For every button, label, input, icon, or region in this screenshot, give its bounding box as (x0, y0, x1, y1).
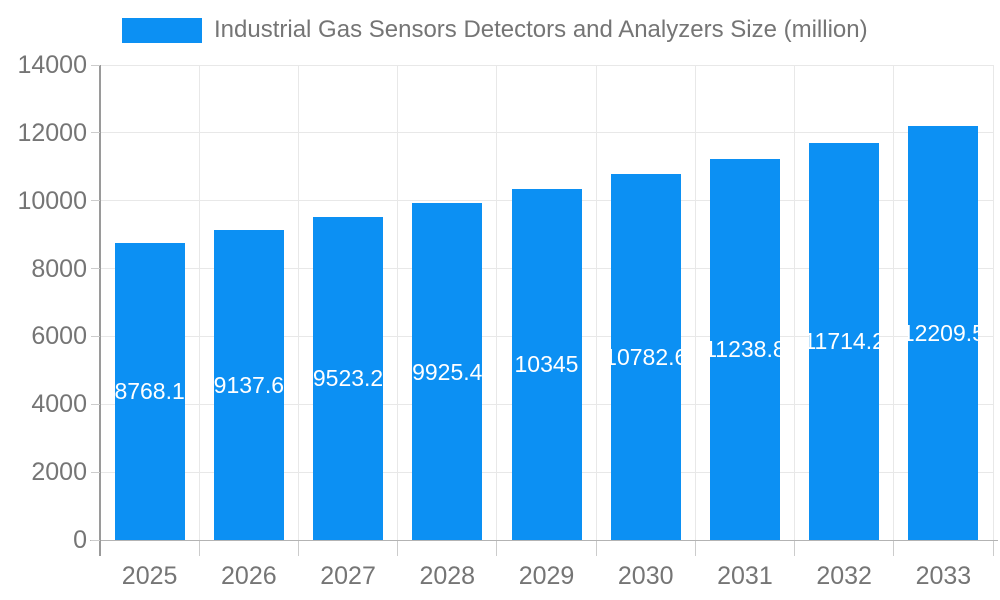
y-axis-tick (91, 200, 100, 202)
x-axis-tick-label: 2028 (419, 562, 476, 590)
vertical-gridline (198, 65, 200, 540)
y-axis-tick-label: 10000 (17, 186, 87, 215)
y-axis-tick (91, 539, 100, 541)
x-axis-tick (297, 540, 299, 556)
legend-item[interactable]: Industrial Gas Sensors Detectors and Ana… (122, 16, 868, 44)
y-axis-line (99, 65, 101, 556)
y-axis-tick-label: 14000 (17, 51, 87, 79)
x-axis-tick (893, 540, 895, 556)
vertical-gridline (496, 65, 498, 540)
y-axis-tick-label: 8000 (31, 254, 87, 283)
bar[interactable]: 9137.6 (213, 229, 284, 540)
bar-value-label: 12209.5 (908, 319, 978, 346)
vertical-gridline (595, 65, 597, 540)
bar[interactable]: 9925.4 (412, 203, 483, 540)
x-axis-tick (694, 540, 696, 556)
x-axis-tick (595, 540, 597, 556)
x-axis-tick-label: 2031 (717, 562, 773, 590)
bar-value-label: 11238.8 (710, 336, 780, 363)
vertical-gridline (397, 65, 399, 540)
bar-value-label: 9925.4 (412, 358, 483, 385)
bar-value-label: 9137.6 (213, 371, 284, 398)
x-axis-tick-label: 2027 (320, 562, 376, 590)
y-axis-tick (91, 64, 100, 66)
y-axis-tick (91, 335, 100, 337)
x-axis-tick (794, 540, 796, 556)
y-axis-tick (91, 403, 100, 405)
bar-value-label: 8768.1 (114, 378, 185, 405)
bar[interactable]: 10782.6 (610, 174, 681, 540)
y-axis-tick-label: 0 (73, 526, 87, 554)
horizontal-gridline (100, 132, 993, 134)
bar[interactable]: 10345 (511, 189, 582, 540)
bar[interactable]: 9523.2 (313, 216, 384, 540)
bar-value-label: 10782.6 (611, 344, 681, 371)
x-axis-tick-label: 2026 (221, 562, 277, 590)
x-axis-tick-label: 2025 (121, 562, 178, 590)
bar[interactable]: 12209.5 (908, 125, 979, 540)
x-axis-tick (992, 540, 994, 556)
y-axis-tick (91, 471, 100, 473)
vertical-gridline (893, 65, 895, 540)
bar-value-label: 10345 (514, 351, 579, 378)
x-axis-tick-label: 2033 (915, 562, 972, 590)
y-axis-tick (91, 132, 100, 134)
x-axis-tick (496, 540, 498, 556)
x-axis-tick-label: 2030 (617, 562, 674, 590)
bar[interactable]: 8768.1 (114, 242, 185, 540)
vertical-gridline (297, 65, 299, 540)
y-axis-tick-label: 12000 (17, 118, 87, 147)
x-axis-tick-label: 2032 (816, 562, 872, 590)
vertical-gridline (694, 65, 696, 540)
vertical-gridline (992, 65, 994, 540)
y-axis-tick-label: 2000 (31, 458, 87, 487)
y-axis-tick-label: 6000 (31, 322, 87, 351)
y-axis-tick-label: 4000 (31, 390, 87, 419)
x-axis-baseline (90, 539, 998, 541)
legend-color-swatch (122, 17, 202, 43)
y-axis-tick (91, 268, 100, 270)
x-axis-tick (397, 540, 399, 556)
legend-label: Industrial Gas Sensors Detectors and Ana… (214, 16, 868, 43)
vertical-gridline (794, 65, 796, 540)
x-axis-tick-label: 2029 (518, 562, 575, 590)
bar[interactable]: 11238.8 (709, 158, 780, 540)
horizontal-gridline (100, 64, 993, 66)
bar-value-label: 9523.2 (313, 365, 384, 392)
x-axis-tick (198, 540, 200, 556)
